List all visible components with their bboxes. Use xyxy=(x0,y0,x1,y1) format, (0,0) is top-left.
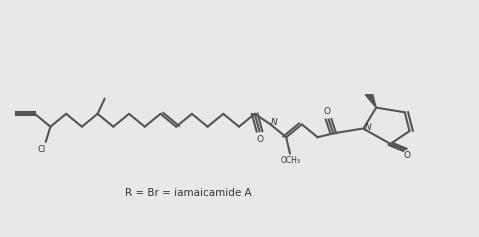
Text: R = Br = iamaicamide A: R = Br = iamaicamide A xyxy=(125,188,252,198)
Text: O: O xyxy=(404,151,411,160)
Text: O: O xyxy=(257,135,264,144)
Text: O: O xyxy=(324,107,331,116)
Text: OCH₃: OCH₃ xyxy=(281,156,301,165)
Text: Cl: Cl xyxy=(38,146,46,155)
Text: N: N xyxy=(364,123,371,132)
Text: N: N xyxy=(271,118,277,127)
Polygon shape xyxy=(365,95,376,108)
